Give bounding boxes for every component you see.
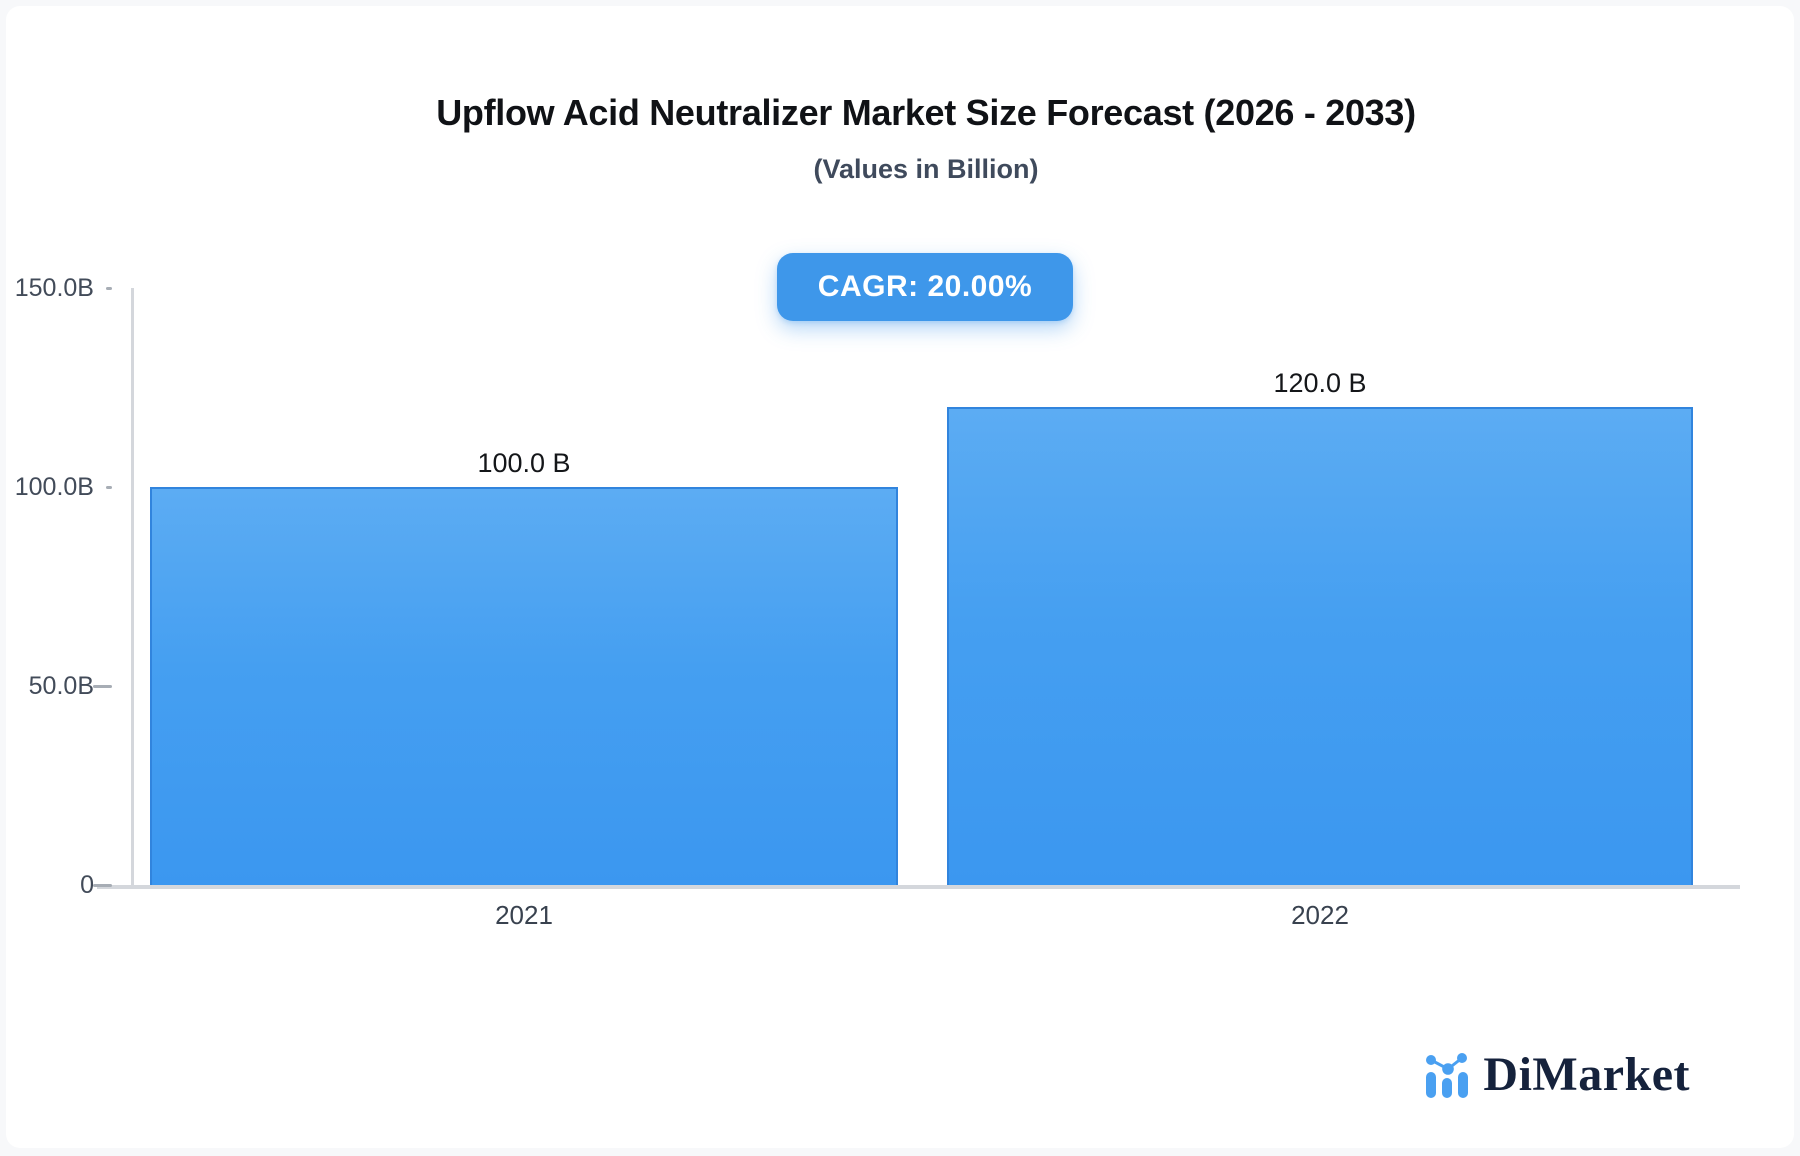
chart-subtitle: (Values in Billion) <box>813 154 1039 184</box>
y-tick-label: 0 <box>80 871 94 899</box>
y-tick-label: 50.0B <box>28 672 94 700</box>
x-axis-baseline <box>97 885 1740 889</box>
bar-2021[interactable] <box>150 487 898 885</box>
y-tick-mark <box>93 884 112 887</box>
y-axis-line <box>131 288 134 889</box>
brand-logo-icon <box>1426 1053 1469 1098</box>
y-tick-mark <box>93 685 112 688</box>
y-tick-label: 100.0B <box>14 473 94 501</box>
y-tick-mark <box>106 287 112 290</box>
y-tick-mark <box>106 486 112 489</box>
bar-value-label: 100.0 B <box>477 448 571 478</box>
bar-chart: 150.0B 100.0B 50.0B 0 100.0 B 2021 120.0 B 202… <box>6 6 1794 1148</box>
brand-logo-text: DiMarket <box>1483 1048 1690 1102</box>
brand-logo: DiMarket <box>1425 1048 1690 1102</box>
cagr-badge: CAGR: 20.00% <box>777 253 1073 321</box>
bar-2022[interactable] <box>947 407 1693 885</box>
bar-value-label: 120.0 B <box>1273 368 1367 399</box>
chart-title: Upflow Acid Neutralizer Market Size Fore… <box>436 92 1416 133</box>
chart-card: Upflow Acid Neutralizer Market Size Fore… <box>6 6 1794 1148</box>
x-axis-label: 2021 <box>495 900 553 930</box>
x-axis-label: 2022 <box>1291 900 1349 930</box>
y-tick-label: 150.0B <box>14 274 94 302</box>
